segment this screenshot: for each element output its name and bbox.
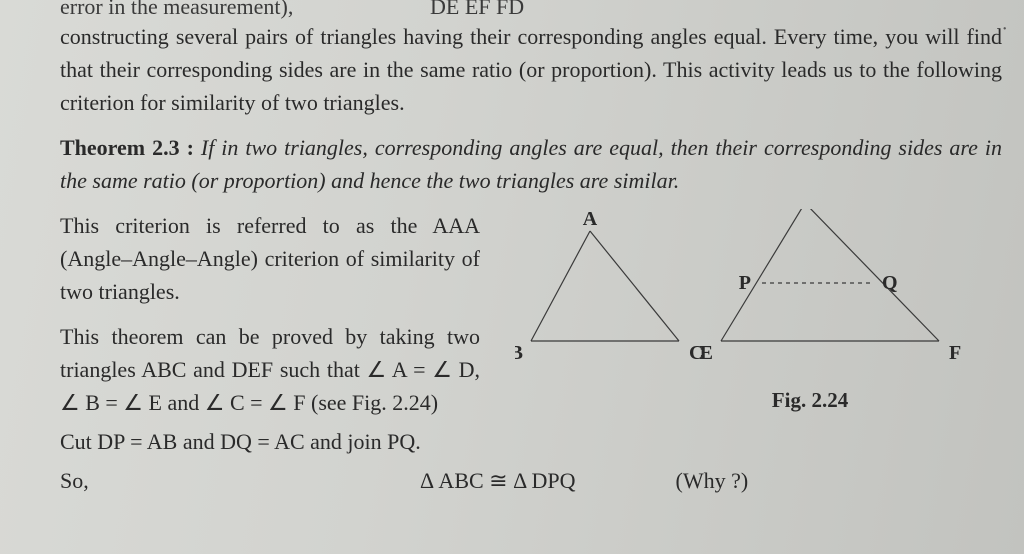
page-mark: · <box>1001 14 1008 44</box>
svg-text:A: A <box>583 209 598 230</box>
fragment-left: error in the measurement), <box>60 0 299 19</box>
fragment-mid: DE EF FD <box>430 0 524 23</box>
theorem-label: Theorem 2.3 : <box>60 135 201 160</box>
svg-text:P: P <box>739 272 751 294</box>
so-label: So, <box>60 464 120 497</box>
text-column: This criterion is referred to as the AAA… <box>60 209 480 423</box>
intro-paragraph: constructing several pairs of triangles … <box>60 20 1002 119</box>
why-label: (Why ?) <box>676 464 749 497</box>
congruence-expression: Δ ABC ≅ Δ DPQ <box>420 464 576 497</box>
content-row: This criterion is referred to as the AAA… <box>60 209 1002 423</box>
svg-text:E: E <box>700 342 713 364</box>
proof-setup-paragraph: This theorem can be proved by taking two… <box>60 320 480 419</box>
figure-2-24: ABC DEFPQ <box>515 209 985 389</box>
theorem-paragraph: Theorem 2.3 : If in two triangles, corre… <box>60 131 1002 197</box>
aaa-paragraph: This criterion is referred to as the AAA… <box>60 209 480 308</box>
cut-line: Cut DP = AB and DQ = AC and join PQ. <box>60 425 1002 458</box>
figure-caption: Fig. 2.24 <box>772 385 848 417</box>
fragment-line: error in the measurement), DE EF FD <box>60 0 1002 23</box>
svg-text:F: F <box>949 342 961 364</box>
svg-text:Q: Q <box>882 272 898 294</box>
congruence-row: So, Δ ABC ≅ Δ DPQ (Why ?) <box>60 464 1002 497</box>
svg-text:B: B <box>515 342 523 364</box>
figure-column: ABC DEFPQ Fig. 2.24 <box>498 209 1002 417</box>
theorem-body: If in two triangles, corresponding angle… <box>60 135 1002 193</box>
